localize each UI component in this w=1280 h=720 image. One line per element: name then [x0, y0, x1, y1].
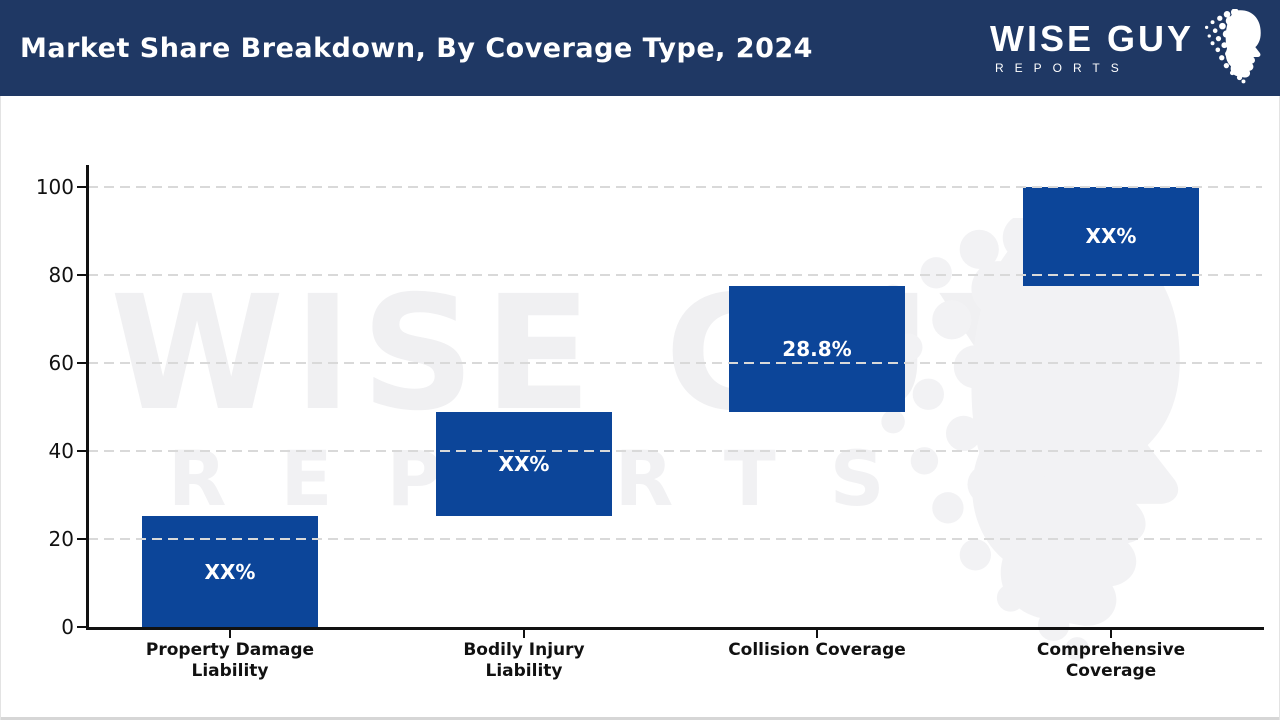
- bar-segment-4: [1023, 187, 1199, 286]
- brand-logo-text: WISE GUY REPORTS: [989, 18, 1194, 76]
- x-axis-category-label: Property Damage Liability: [145, 640, 315, 682]
- header-bar: Market Share Breakdown, By Coverage Type…: [0, 0, 1280, 96]
- x-axis-category-label: Collision Coverage: [728, 640, 906, 660]
- brand-name: WISE GUY: [989, 18, 1194, 59]
- bar-value-label-3: 28.8%: [782, 336, 852, 361]
- bar-value-label-4: XX%: [1085, 224, 1137, 249]
- bar-segment-3: [729, 285, 905, 413]
- y-axis-tick-mark: [77, 538, 86, 540]
- page-bottom-edge: [0, 717, 1280, 720]
- gridline-20: [88, 538, 1262, 540]
- gridline-60: [88, 362, 1262, 364]
- page-title: Market Share Breakdown, By Coverage Type…: [20, 32, 813, 64]
- y-axis-line: [86, 165, 89, 630]
- y-axis-tick-label: 0: [61, 615, 74, 639]
- brand-logo: WISE GUY REPORTS: [989, 8, 1262, 88]
- y-axis-tick-label: 80: [48, 263, 74, 287]
- y-axis-tick-mark: [77, 274, 86, 276]
- y-axis-tick-label: 60: [48, 351, 74, 375]
- gridline-80: [88, 274, 1262, 276]
- bar-value-label-2: XX%: [498, 452, 550, 477]
- page-left-edge: [0, 96, 1, 720]
- y-axis-tick-label: 20: [48, 527, 74, 551]
- y-axis-tick-label: 40: [48, 439, 74, 463]
- gridline-40: [88, 450, 1262, 452]
- bar-segment-1: [142, 516, 318, 627]
- y-axis-tick-mark: [77, 362, 86, 364]
- x-axis-line: [86, 627, 1264, 630]
- x-axis-tick-mark: [816, 630, 818, 638]
- y-axis-tick-mark: [77, 450, 86, 452]
- gridline-100: [88, 186, 1262, 188]
- x-axis-tick-mark: [1110, 630, 1112, 638]
- bar-segment-2: [436, 412, 612, 517]
- y-axis-tick-mark: [77, 186, 86, 188]
- brand-face-icon: [1204, 8, 1261, 83]
- brand-subtitle: REPORTS: [994, 61, 1130, 75]
- x-axis-tick-mark: [229, 630, 231, 638]
- x-axis-category-label: Bodily Injury Liability: [463, 640, 585, 682]
- y-axis-tick-label: 100: [35, 175, 74, 199]
- x-axis-category-label: Comprehensive Coverage: [1036, 640, 1186, 682]
- x-axis-tick-mark: [523, 630, 525, 638]
- y-axis-tick-mark: [77, 626, 86, 628]
- bar-value-label-1: XX%: [204, 559, 256, 584]
